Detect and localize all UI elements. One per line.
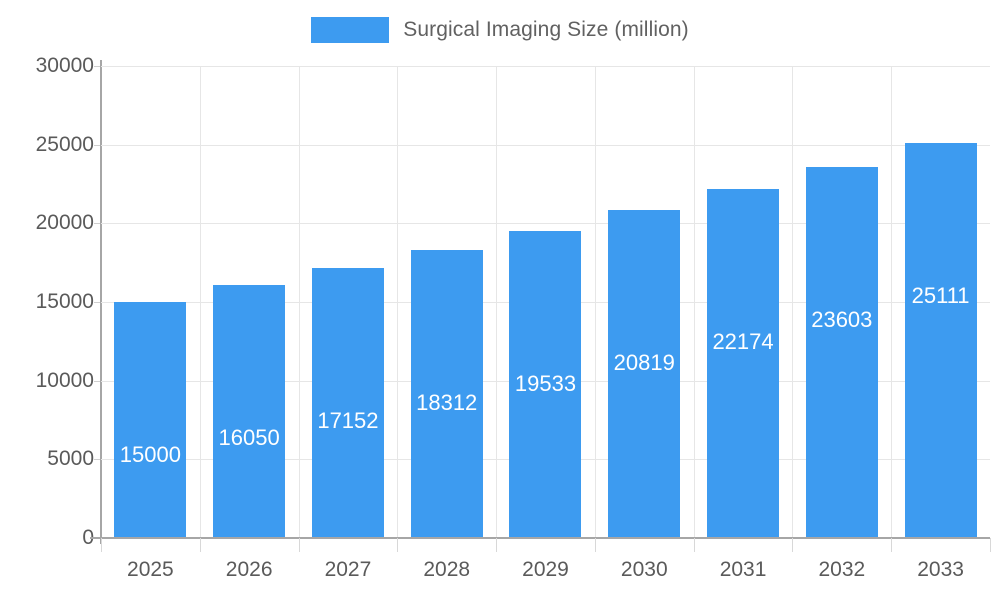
bar[interactable] [509,230,582,538]
x-axis-line [90,537,990,539]
x-axis-tick-label: 2027 [324,558,372,581]
bar-group: 19533 [496,66,595,538]
chart-legend: Surgical Imaging Size (million) [0,12,1000,48]
bar[interactable] [114,302,187,538]
gridline-vertical [397,66,398,538]
y-axis-tick-labels: 0 5000 10000 15000 20000 25000 30000 [0,54,101,549]
gridline-vertical [200,66,201,538]
legend-item-label: Surgical Imaging Size (million) [403,18,689,41]
gridline-vertical [595,66,596,538]
bar-group: 23603 [792,66,891,538]
gridline-horizontal [101,66,990,67]
y-axis-tick-mark [94,302,101,303]
bar-group: 18312 [397,66,496,538]
bar[interactable] [608,210,681,538]
x-axis-tick-mark [792,538,793,552]
y-axis-tick-label: 0 [82,526,94,549]
y-axis-tick-label: 30000 [35,54,94,77]
gridline-vertical [694,66,695,538]
x-axis-tick-label: 2031 [719,558,767,581]
bar-value-label: 23603 [811,306,873,332]
x-axis-tick-labels: 2025 2026 2027 2028 2029 2030 2031 2032 2033 [101,538,991,598]
bar-group: 17152 [299,66,398,538]
bar[interactable] [707,189,780,538]
y-axis-tick-mark [94,223,101,225]
bar[interactable] [805,166,878,538]
bar-group: 22174 [694,66,793,538]
bar-value-label: 15000 [119,442,181,467]
x-axis-tick-label: 2030 [620,558,668,581]
bar[interactable] [311,268,384,538]
y-axis-tick-mark [94,459,101,461]
bar-group: 25111 [891,66,990,538]
y-axis-tick-label: 25000 [35,132,94,156]
gridline-vertical [792,66,793,538]
bar-value-label: 20819 [613,350,675,376]
y-axis-tick-label: 20000 [35,211,94,235]
bar-group: 15000 [101,66,200,538]
x-axis-tick-mark [891,538,892,552]
x-axis-tick-mark [397,538,398,552]
x-axis-tick-label: 2025 [127,558,174,581]
x-axis-tick-mark [496,538,497,552]
x-axis-tick-mark [694,538,695,552]
bar-value-label: 25111 [911,282,970,308]
plot-area: 15000 16050 17152 18312 19533 20819 22174 23603… [101,66,990,539]
x-axis-tick-mark [299,538,300,552]
x-axis-tick-label: 2032 [818,558,866,581]
bar[interactable] [904,142,977,538]
x-axis-tick-mark [595,538,596,552]
x-axis-tick-label: 2029 [522,558,569,581]
y-axis-tick-label: 10000 [35,368,94,392]
y-axis-tick-mark [94,66,101,67]
bar-value-label: 16050 [218,425,280,451]
y-axis-tick-mark [94,144,101,146]
gridline-vertical [496,66,497,538]
x-axis-tick-label: 2026 [225,558,273,581]
gridline-vertical [891,66,892,538]
bar-value-label: 22174 [712,329,774,355]
bar-group: 16050 [200,66,299,538]
gridline-horizontal [101,144,990,146]
bar-value-label: 19533 [514,370,577,396]
x-axis-tick-label: 2033 [917,558,964,581]
legend-swatch-icon [311,17,390,43]
bar[interactable] [213,285,286,538]
bar-value-label: 17152 [317,408,379,434]
x-axis-tick-mark [200,538,201,552]
y-axis-tick-mark [94,380,101,382]
x-axis-tick-label: 2028 [423,558,471,581]
gridline-horizontal [101,223,990,225]
y-axis-tick-label: 5000 [47,447,94,471]
bar[interactable] [410,249,483,538]
gridline-vertical [299,66,300,538]
bar-value-label: 18312 [416,389,478,415]
bar-group: 20819 [595,66,694,538]
x-axis-tick-mark [990,538,991,552]
x-axis-tick-mark [101,538,102,552]
y-axis-tick-label: 15000 [35,290,94,313]
